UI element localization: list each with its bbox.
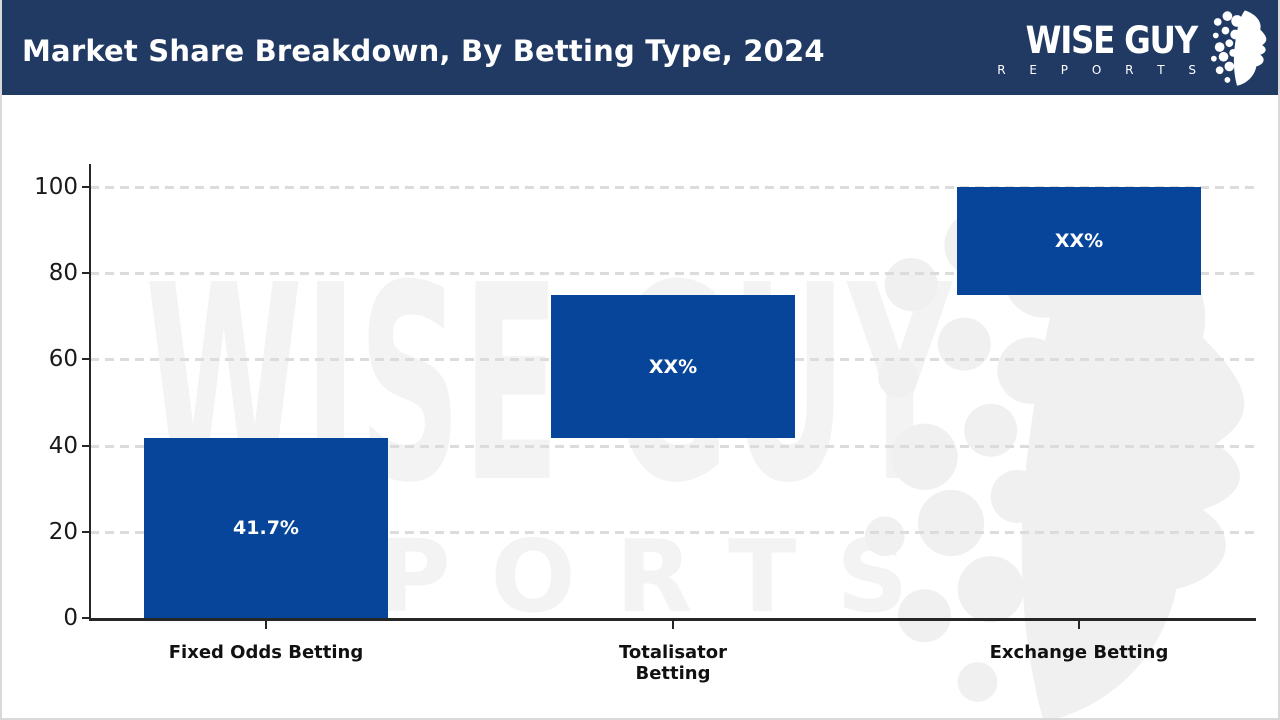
x-tick-mark [1078, 621, 1080, 629]
logo-head-icon [1210, 10, 1267, 86]
y-tick-label: 60 [48, 346, 78, 373]
y-tick-label: 40 [48, 432, 78, 459]
y-tick-mark [82, 617, 90, 619]
x-category-label: Exchange Betting [989, 642, 1169, 663]
logo-wiseguy-label: WISE GUY [1025, 18, 1199, 62]
x-category-label: Totalisator Betting [618, 642, 728, 685]
y-tick-label: 0 [63, 605, 78, 631]
header-bar: Market Share Breakdown, By Betting Type,… [2, 0, 1278, 95]
bar-value-label: XX% [1054, 229, 1104, 252]
y-tick-label: 100 [34, 174, 78, 200]
x-axis-spine [89, 618, 1256, 621]
y-tick-label: 80 [48, 260, 78, 287]
bar-value-label: XX% [648, 355, 698, 378]
y-tick-mark [82, 358, 90, 361]
bar-value-label: 41.7% [233, 517, 299, 540]
bar [144, 438, 388, 618]
gridline [90, 444, 1256, 448]
y-tick-mark [82, 272, 90, 275]
y-tick-mark [82, 444, 90, 447]
bar [551, 294, 795, 439]
x-tick-mark [265, 621, 267, 629]
brand-logo: WISE GUY R E P O R T S [991, 8, 1268, 90]
x-category-label: Fixed Odds Betting [168, 642, 364, 663]
gridline [90, 530, 1256, 534]
logo-reports-label: R E P O R T S [997, 62, 1206, 77]
y-tick-label: 20 [48, 518, 78, 545]
gridline [90, 186, 1256, 189]
page-title: Market Share Breakdown, By Betting Type,… [22, 33, 825, 68]
bar [957, 187, 1201, 295]
y-axis-spine [89, 164, 91, 621]
gridline [90, 272, 1256, 276]
x-tick-mark [672, 621, 674, 629]
y-tick-mark [82, 186, 90, 188]
y-tick-mark [82, 530, 90, 533]
